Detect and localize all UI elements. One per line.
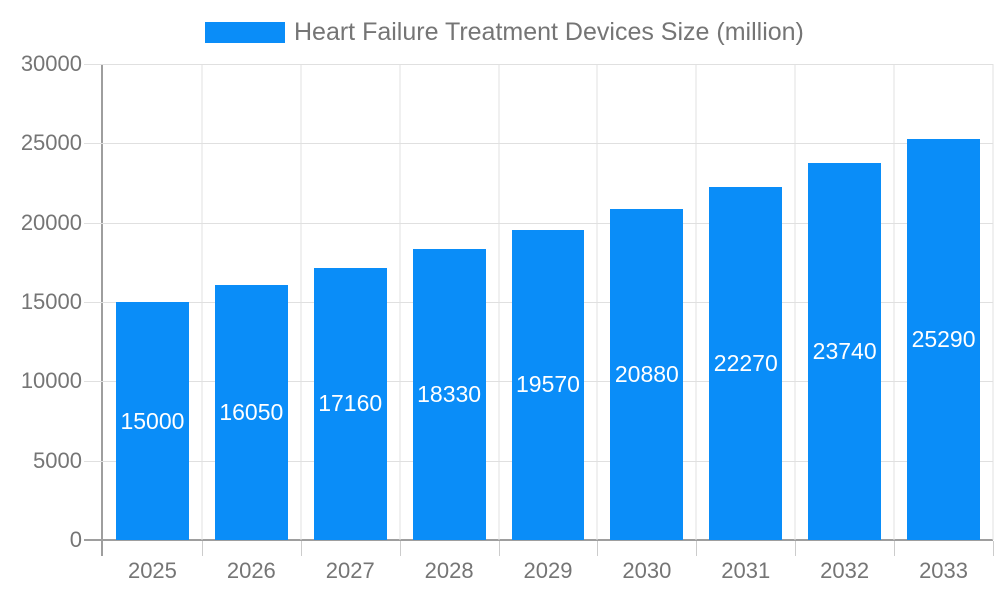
y-tick-label: 30000: [20, 51, 82, 76]
x-tick-label: 2026: [226, 558, 276, 583]
x-tick-label: 2031: [721, 558, 771, 583]
gridline-vertical: [794, 64, 796, 540]
y-tick-label: 10000: [20, 368, 82, 394]
y-tick-label: 15000: [20, 289, 82, 314]
gridline-vertical: [300, 64, 302, 540]
x-axis-tick: [795, 541, 797, 556]
x-tick-label: 2029: [523, 558, 573, 583]
y-axis-tick: [84, 381, 103, 383]
x-tick-label: 2033: [919, 558, 969, 583]
bar-value-label: 19570: [516, 371, 580, 398]
bar-value-label: 15000: [120, 407, 185, 434]
bar: 19570: [511, 229, 585, 540]
bar: 17160: [313, 267, 387, 540]
x-axis-labels: 2025 2026 2027 2028 2029 2030 2031 2032 2033: [103, 557, 993, 587]
chart-legend: Heart Failure Treatment Devices Size (mi…: [205, 18, 804, 46]
x-axis-tick: [696, 541, 698, 556]
y-axis-tick: [84, 460, 103, 462]
x-tick-label: 2025: [127, 558, 177, 583]
y-tick-label: 0: [69, 527, 82, 552]
y-tick-label: 25000: [20, 130, 82, 156]
gridline-vertical: [596, 64, 598, 540]
y-axis-tick: [84, 302, 103, 303]
gridline-vertical: [201, 64, 203, 540]
gridline-vertical: [498, 64, 500, 540]
x-axis-tick: [399, 541, 401, 556]
x-axis-tick: [300, 541, 302, 556]
bar-value-label: 17160: [318, 390, 383, 417]
bar: 22270: [709, 186, 783, 540]
x-axis-tick: [993, 541, 994, 556]
x-tick-label: 2032: [820, 558, 870, 583]
bar: 18330: [412, 249, 486, 540]
x-tick-label: 2028: [424, 558, 474, 583]
gridline-horizontal: [103, 143, 993, 145]
x-tick-label: 2027: [325, 558, 375, 583]
bar-value-label: 23740: [812, 338, 877, 365]
plot-area: 15000 16050 17160 18330 19570 20880 22270 23740…: [103, 64, 994, 540]
x-axis-line: [84, 539, 993, 541]
bar: 15000: [115, 302, 189, 540]
x-axis-tick: [894, 541, 896, 556]
y-tick-label: 5000: [33, 447, 82, 473]
gridline-vertical: [992, 64, 994, 540]
y-axis-tick: [84, 143, 103, 145]
gridline-vertical: [893, 64, 895, 540]
legend-swatch: [205, 21, 285, 43]
bar: 20880: [610, 208, 684, 540]
bar: 16050: [214, 285, 288, 540]
y-tick-label: 20000: [20, 209, 82, 235]
x-axis-tick: [498, 541, 500, 556]
gridline-vertical: [399, 64, 401, 540]
y-axis-tick: [84, 222, 103, 224]
bar-value-label: 25290: [911, 325, 976, 352]
y-axis-tick: [84, 64, 103, 65]
x-axis-tick: [201, 541, 203, 556]
bar-value-label: 22270: [713, 349, 778, 376]
gridline-horizontal: [103, 222, 993, 224]
gridline-vertical: [695, 64, 697, 540]
legend-label: Heart Failure Treatment Devices Size (mi…: [294, 18, 804, 46]
bar: 25290: [907, 138, 981, 540]
bar-value-label: 20880: [614, 360, 679, 387]
bar-value-label: 16050: [219, 399, 284, 426]
x-tick-label: 2030: [622, 558, 672, 583]
bar-value-label: 18330: [417, 381, 482, 408]
bar: 23740: [808, 163, 882, 540]
y-axis-line: [101, 64, 103, 556]
x-axis-tick: [597, 541, 599, 556]
gridline-horizontal: [103, 64, 993, 65]
